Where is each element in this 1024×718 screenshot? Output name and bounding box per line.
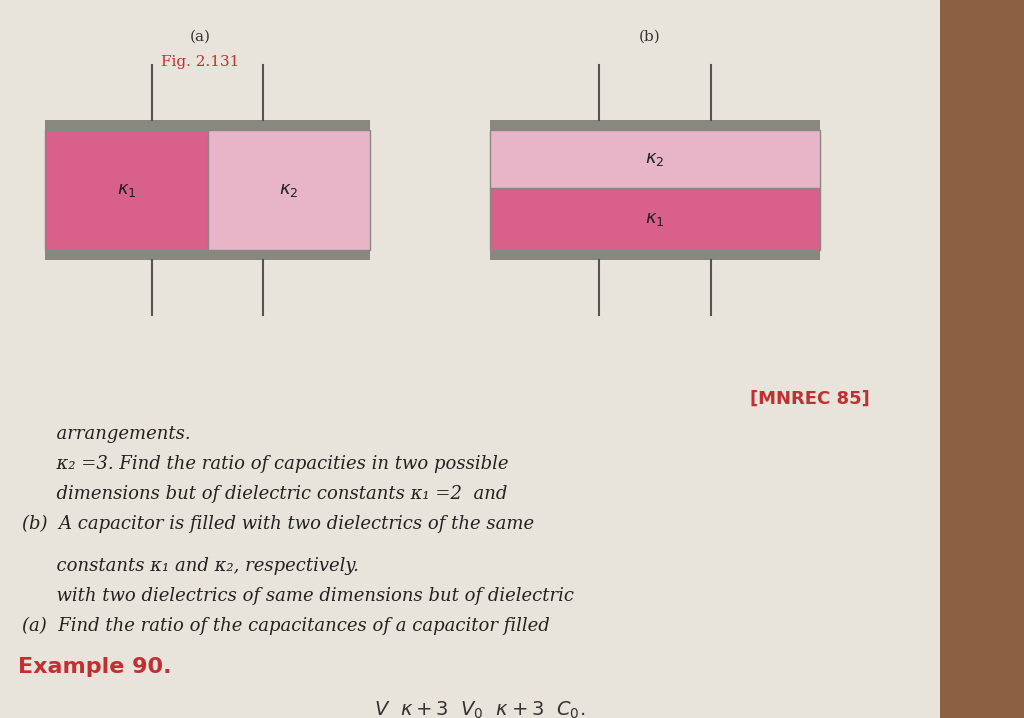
Text: [MNREC 85]: [MNREC 85] xyxy=(751,390,870,408)
Text: κ₂ =3. Find the ratio of capacities in two possible: κ₂ =3. Find the ratio of capacities in t… xyxy=(22,455,509,473)
Text: Fig. 2.131: Fig. 2.131 xyxy=(161,55,240,69)
Text: $\kappa_1$: $\kappa_1$ xyxy=(645,210,665,228)
Text: (a): (a) xyxy=(189,30,211,44)
Text: Example 90.: Example 90. xyxy=(18,657,171,677)
Bar xyxy=(490,130,820,187)
Text: (b)  A capacitor is filled with two dielectrics of the same: (b) A capacitor is filled with two diele… xyxy=(22,515,535,533)
Bar xyxy=(490,187,820,250)
Bar xyxy=(940,0,1024,718)
Text: with two dielectrics of same dimensions but of dielectric: with two dielectrics of same dimensions … xyxy=(22,587,574,605)
Bar xyxy=(45,120,370,130)
Text: (b): (b) xyxy=(639,30,660,44)
Text: $\kappa_2$: $\kappa_2$ xyxy=(280,181,298,199)
Bar xyxy=(45,130,208,250)
Bar xyxy=(208,130,370,250)
Text: constants κ₁ and κ₂, respectively.: constants κ₁ and κ₂, respectively. xyxy=(22,557,358,575)
Text: $V \ \ \kappa+3 \ \ V_0 \ \ \kappa+3 \ \ C_0.$: $V \ \ \kappa+3 \ \ V_0 \ \ \kappa+3 \ \… xyxy=(375,700,586,718)
Text: $\kappa_2$: $\kappa_2$ xyxy=(645,150,665,168)
Text: (a)  Find the ratio of the capacitances of a capacitor filled: (a) Find the ratio of the capacitances o… xyxy=(22,617,550,635)
Text: dimensions but of dielectric constants κ₁ =2  and: dimensions but of dielectric constants κ… xyxy=(22,485,507,503)
Bar xyxy=(45,250,370,260)
Text: arrangements.: arrangements. xyxy=(22,425,190,443)
Bar xyxy=(490,120,820,130)
Text: $\kappa_1$: $\kappa_1$ xyxy=(117,181,136,199)
Bar xyxy=(490,250,820,260)
